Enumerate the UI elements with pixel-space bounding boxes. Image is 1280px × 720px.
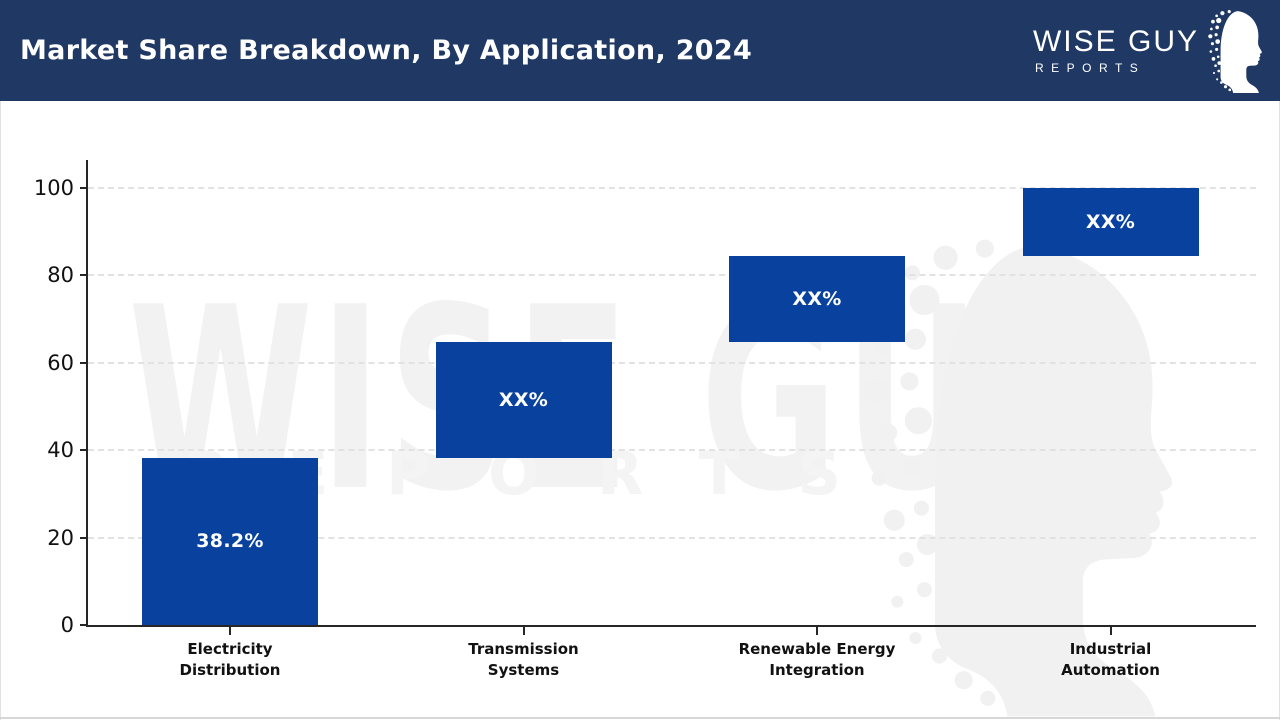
y-axis-tick-label: 0 bbox=[60, 613, 74, 637]
bar-value-label: XX% bbox=[1085, 210, 1136, 233]
gridline bbox=[88, 536, 1256, 539]
category-label-line: Distribution bbox=[179, 661, 281, 679]
header-banner: Market Share Breakdown, By Application, … bbox=[0, 0, 1280, 101]
logo-wiseguy-text: WISE GUY bbox=[1032, 25, 1199, 58]
y-axis-tick-label: 100 bbox=[33, 175, 74, 200]
gridline bbox=[88, 449, 1256, 451]
category-label-line: Automation bbox=[1061, 661, 1160, 679]
y-axis-tick-label: 80 bbox=[47, 263, 74, 287]
y-axis-tick bbox=[80, 449, 86, 451]
y-axis-tick bbox=[80, 361, 86, 364]
logo-wordmark: WISE GUY REPORTS bbox=[1032, 25, 1199, 76]
category-label-line: Transmission bbox=[468, 640, 579, 658]
category-label-line: Integration bbox=[769, 661, 865, 679]
gridline bbox=[88, 186, 1256, 189]
wiseguy-logo: WISE GUY REPORTS bbox=[1033, 9, 1280, 93]
category-label-line: Industrial bbox=[1069, 640, 1152, 658]
category-label: Transmission Systems bbox=[384, 639, 664, 681]
x-axis-tick bbox=[1109, 627, 1112, 635]
bar-value-label: XX% bbox=[498, 388, 549, 411]
category-label: Electricity Distribution bbox=[90, 639, 370, 681]
bar-value-label: 38.2% bbox=[196, 530, 264, 553]
y-axis-tick bbox=[80, 186, 86, 189]
category-label-line: Renewable Energy bbox=[738, 640, 896, 658]
x-axis-tick bbox=[229, 627, 231, 635]
gridline bbox=[88, 361, 1256, 364]
x-axis-tick bbox=[522, 627, 525, 635]
logo-reports-text: REPORTS bbox=[1034, 61, 1146, 75]
gridline bbox=[88, 274, 1256, 276]
category-label-line: Systems bbox=[487, 661, 560, 679]
bar-segment: 38.2% bbox=[142, 457, 318, 625]
y-axis-tick-label: 60 bbox=[47, 350, 74, 375]
chart-area: WISE GUY REPORTS 0 20 40 60 80 100 38.2% Electr… bbox=[0, 101, 1280, 720]
y-axis-tick bbox=[80, 624, 86, 626]
y-axis-tick bbox=[80, 274, 86, 276]
category-label-line: Electricity bbox=[187, 640, 273, 658]
bar-segment: XX% bbox=[1022, 187, 1199, 257]
x-axis-tick bbox=[816, 627, 818, 635]
bar-value-label: XX% bbox=[792, 288, 842, 311]
bar-segment: XX% bbox=[435, 341, 612, 458]
y-axis-line bbox=[86, 160, 88, 627]
bar-segment: XX% bbox=[729, 256, 905, 342]
y-axis-tick-label: 20 bbox=[47, 525, 74, 550]
y-axis-tick-label: 40 bbox=[47, 438, 74, 462]
page-edge-left bbox=[0, 101, 1, 720]
chart-title: Market Share Breakdown, By Application, … bbox=[20, 35, 753, 66]
category-label: Industrial Automation bbox=[971, 639, 1251, 681]
category-label: Renewable Energy Integration bbox=[677, 639, 957, 681]
y-axis-tick bbox=[80, 536, 86, 539]
x-axis-line bbox=[88, 625, 1256, 627]
page-edge-bottom bbox=[0, 717, 1280, 719]
